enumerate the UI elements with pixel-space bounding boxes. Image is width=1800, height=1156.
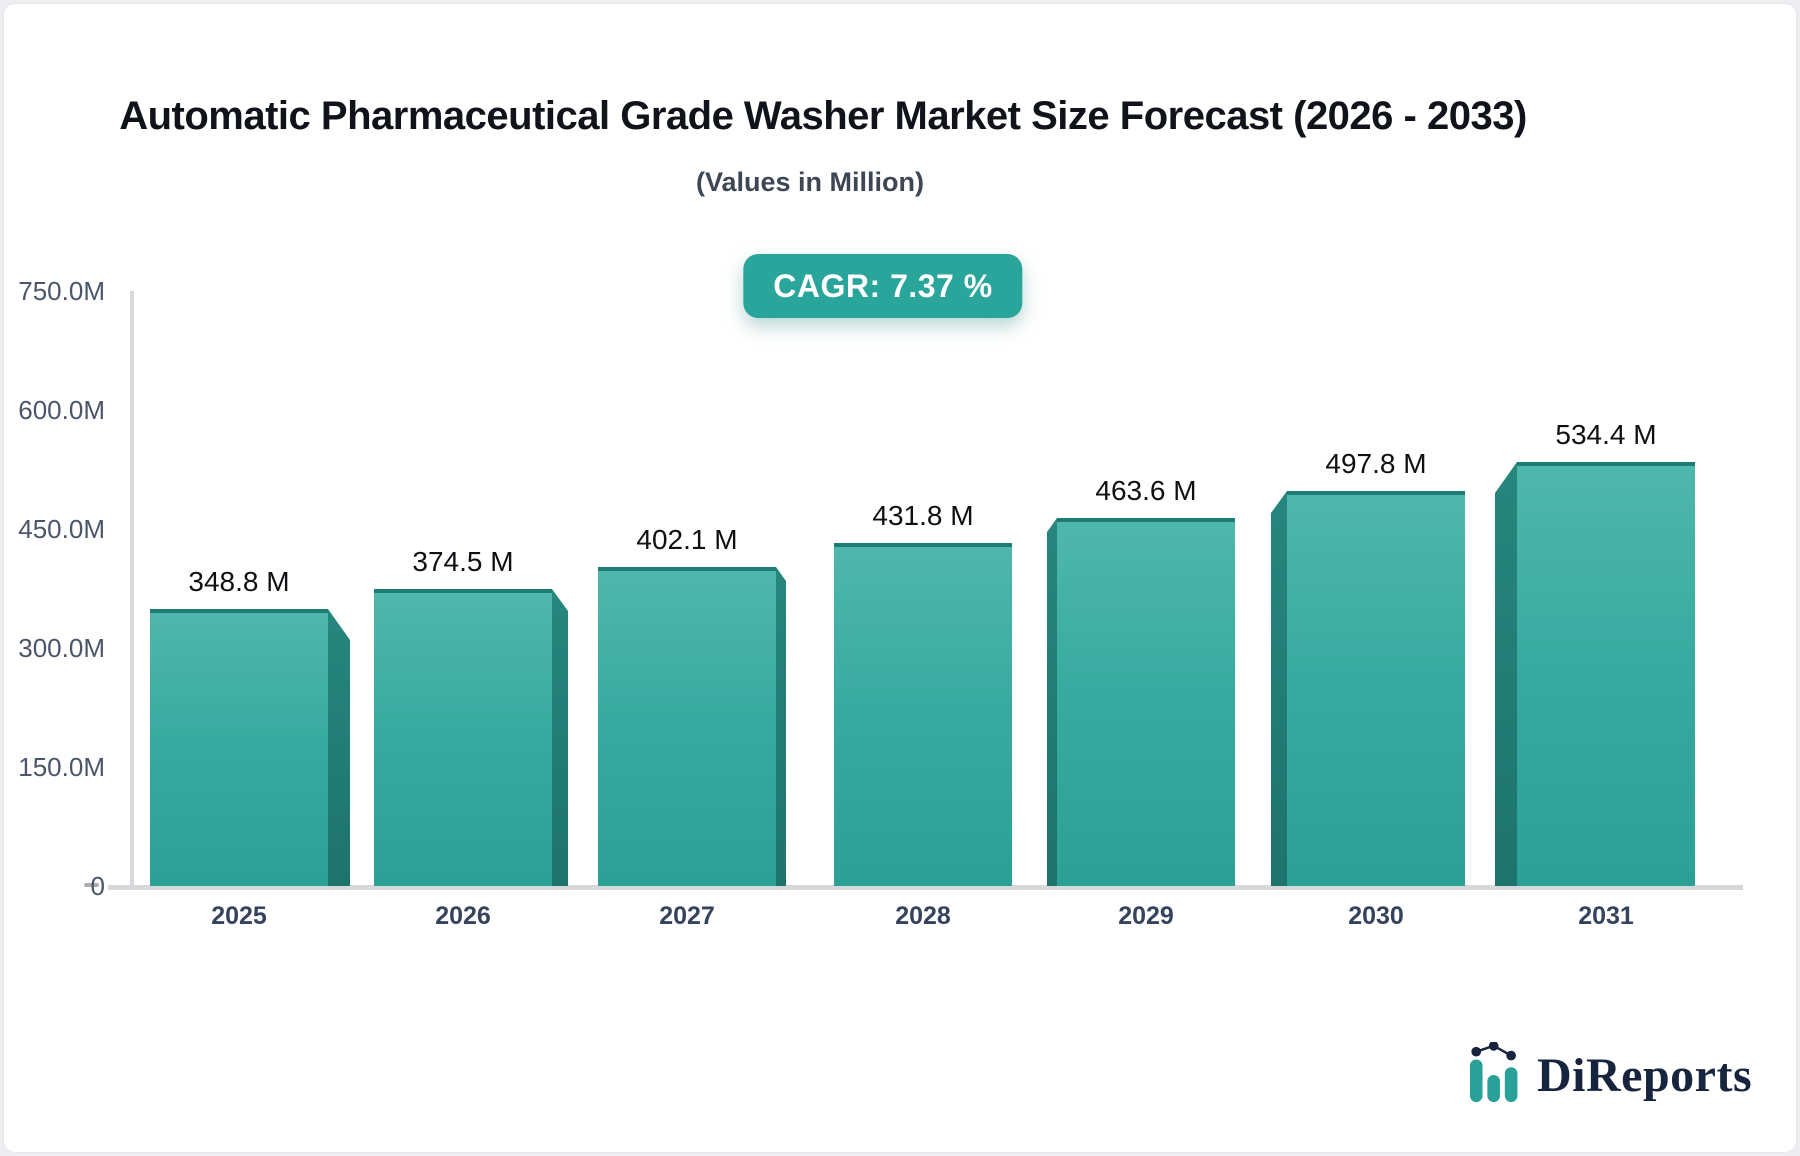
bar-2026[interactable] <box>374 589 552 886</box>
y-tick-label-750.0M: 750.0M <box>18 276 105 306</box>
y-tick-label-300.0M: 300.0M <box>18 633 105 663</box>
cagr-badge: CAGR: 7.37 % <box>743 254 1023 318</box>
y-tick-label-600.0M: 600.0M <box>18 395 105 425</box>
bar-value-label-2028: 431.8 M <box>872 500 974 531</box>
origin-tick <box>84 883 99 887</box>
x-tick-2025: 2025 <box>211 902 267 930</box>
x-tick-2028: 2028 <box>895 902 951 930</box>
bar-2030[interactable] <box>1287 491 1465 886</box>
x-tick-2030: 2030 <box>1348 902 1404 930</box>
x-tick-2026: 2026 <box>435 902 491 930</box>
bar-value-label-2030: 497.8 M <box>1325 448 1427 479</box>
y-tick-label-450.0M: 450.0M <box>18 514 105 544</box>
bar-value-label-2026: 374.5 M <box>412 546 514 577</box>
y-tick-label-0: 0 <box>90 871 105 901</box>
bar-value-label-2027: 402.1 M <box>636 524 738 555</box>
bar-2029[interactable] <box>1057 518 1235 886</box>
bar-2027[interactable] <box>598 567 776 886</box>
bar-2025[interactable] <box>150 609 328 886</box>
bar-3d-side-2026 <box>552 589 568 886</box>
bar-2028[interactable] <box>834 543 1012 886</box>
bar-3d-side-2031 <box>1495 462 1517 886</box>
cagr-badge-label: CAGR: 7.37 % <box>773 267 993 304</box>
y-axis-line <box>130 291 134 886</box>
bar-value-label-2025: 348.8 M <box>188 566 290 597</box>
bar-3d-side-2030 <box>1271 491 1287 886</box>
bar-value-label-2031: 534.4 M <box>1555 419 1657 450</box>
bar-3d-side-2027 <box>776 567 786 886</box>
bar-value-label-2029: 463.6 M <box>1095 475 1197 506</box>
x-tick-2029: 2029 <box>1118 902 1174 930</box>
direports-logo: DiReports <box>1468 1038 1752 1104</box>
x-tick-2031: 2031 <box>1578 902 1634 930</box>
bar-3d-side-2025 <box>328 609 350 886</box>
x-tick-2027: 2027 <box>659 902 715 930</box>
logo-text: DiReports <box>1537 1049 1753 1102</box>
bar-chart-trend-icon <box>1469 1042 1518 1103</box>
bar-2031[interactable] <box>1517 462 1695 886</box>
page-subtitle: (Values in Million) <box>695 167 925 197</box>
x-axis-line <box>108 885 1743 890</box>
y-tick-label-150.0M: 150.0M <box>18 752 105 782</box>
page-title: Automatic Pharmaceutical Grade Washer Ma… <box>119 94 1527 138</box>
bar-3d-side-2029 <box>1047 518 1057 886</box>
